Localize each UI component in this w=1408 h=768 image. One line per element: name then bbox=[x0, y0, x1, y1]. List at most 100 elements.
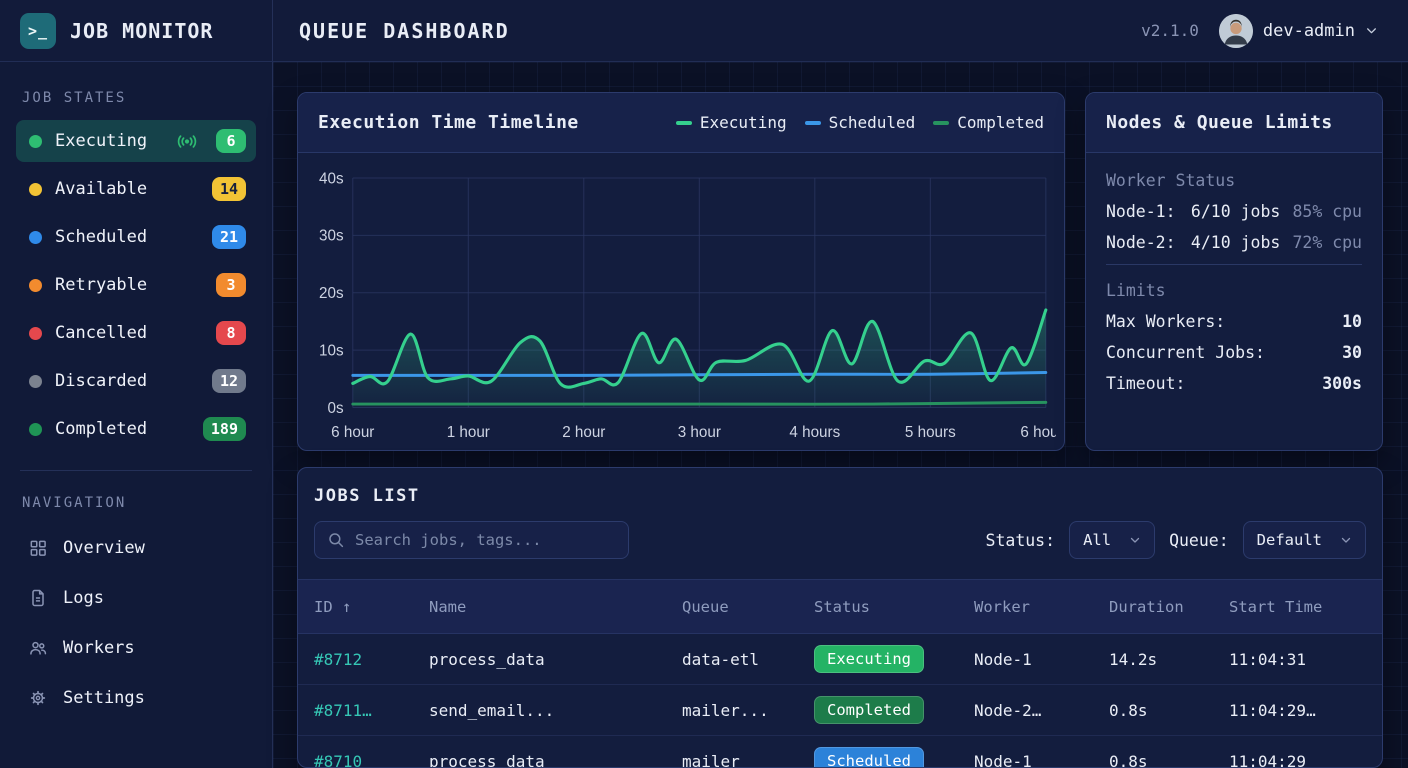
sidebar: JOB STATES Executing bbox=[0, 62, 273, 768]
limit-row: Timeout: 300s bbox=[1106, 374, 1362, 393]
status-badge: Scheduled bbox=[814, 747, 924, 767]
status-filter-value: All bbox=[1083, 531, 1112, 549]
limit-label: Concurrent Jobs: bbox=[1106, 343, 1265, 362]
sidebar-divider bbox=[20, 470, 252, 471]
column-header-name[interactable]: Name bbox=[429, 597, 467, 616]
sidebar-state-item[interactable]: Executing 6 bbox=[16, 120, 256, 162]
legend-dash-icon bbox=[675, 120, 692, 125]
navigation-header: NAVIGATION bbox=[22, 495, 127, 511]
job-id-link[interactable]: #8711… bbox=[314, 700, 372, 720]
sidebar-state-item[interactable]: Cancelled 8 bbox=[16, 312, 256, 354]
status-badge: Completed bbox=[814, 696, 924, 724]
top-bar: >_ JOB MONITOR QUEUE DASHBOARD v2.1.0 bbox=[0, 0, 1408, 62]
legend-label: Completed bbox=[957, 113, 1044, 132]
search-icon bbox=[329, 533, 344, 548]
sidebar-state-item[interactable]: Available 14 bbox=[16, 168, 256, 210]
table-row[interactable]: #8710 process_data mailer Scheduled Node… bbox=[298, 736, 1382, 768]
chevron-down-icon bbox=[1367, 28, 1376, 34]
job-start-time: 11:04:29… bbox=[1229, 700, 1316, 720]
jobs-table: ID ↑ Name Queue Status Worker Duration S… bbox=[298, 579, 1382, 767]
nodes-divider bbox=[1106, 264, 1362, 265]
job-name: send_email... bbox=[429, 700, 555, 720]
state-count-badge: 8 bbox=[216, 321, 246, 345]
svg-text:1 hour: 1 hour bbox=[447, 424, 490, 441]
state-label: Available bbox=[55, 179, 148, 199]
nav-item-settings[interactable]: Settings bbox=[16, 675, 256, 720]
sidebar-state-item[interactable]: Retryable 3 bbox=[16, 264, 256, 306]
state-label: Scheduled bbox=[55, 227, 148, 247]
queue-filter-select[interactable]: Default bbox=[1242, 521, 1366, 559]
job-id-link[interactable]: #8710 bbox=[314, 751, 363, 768]
state-count-badge: 14 bbox=[211, 177, 246, 201]
table-row[interactable]: #8711… send_email... mailer... Completed… bbox=[298, 685, 1382, 736]
state-count-badge: 189 bbox=[202, 417, 246, 441]
svg-text:10s: 10s bbox=[319, 342, 344, 359]
job-name: process_data bbox=[429, 649, 545, 669]
live-broadcast-icon bbox=[175, 134, 199, 149]
state-count-badge: 12 bbox=[211, 369, 246, 393]
search-input[interactable] bbox=[355, 531, 616, 549]
state-dot-icon bbox=[29, 326, 42, 340]
user-name: dev-admin bbox=[1262, 20, 1355, 41]
state-dot-icon bbox=[29, 374, 42, 388]
column-header-id[interactable]: ID ↑ bbox=[314, 597, 352, 616]
svg-text:4 hours: 4 hours bbox=[789, 424, 840, 441]
status-filter-select[interactable]: All bbox=[1069, 521, 1156, 559]
nav-item-overview[interactable]: Overview bbox=[16, 525, 256, 570]
jobs-search[interactable] bbox=[314, 521, 629, 559]
user-menu[interactable]: dev-admin bbox=[1218, 13, 1378, 48]
column-header-status[interactable]: Status bbox=[814, 597, 870, 616]
nav-item-workers[interactable]: Workers bbox=[16, 625, 256, 670]
state-count-badge: 6 bbox=[216, 129, 246, 153]
page-title: QUEUE DASHBOARD bbox=[299, 18, 510, 43]
sidebar-state-item[interactable]: Scheduled 21 bbox=[16, 216, 256, 258]
state-label: Cancelled bbox=[55, 323, 148, 343]
column-header-duration[interactable]: Duration bbox=[1109, 597, 1184, 616]
limit-row: Concurrent Jobs: 30 bbox=[1106, 343, 1362, 362]
job-queue: mailer... bbox=[682, 700, 769, 720]
limit-value: 10 bbox=[1342, 312, 1362, 331]
node-row: Node-2: 4/10 jobs 72% cpu bbox=[1106, 233, 1362, 252]
nav-label: Workers bbox=[63, 637, 135, 658]
state-dot-icon bbox=[29, 422, 42, 436]
legend-dash-icon bbox=[933, 120, 950, 125]
node-name: Node-2: bbox=[1106, 233, 1176, 252]
node-cpu: 85% cpu bbox=[1292, 202, 1362, 221]
column-header-worker[interactable]: Worker bbox=[974, 597, 1030, 616]
column-header-queue[interactable]: Queue bbox=[682, 597, 729, 616]
sidebar-state-item[interactable]: Completed 189 bbox=[16, 408, 256, 450]
svg-text:5 hours: 5 hours bbox=[905, 424, 956, 441]
svg-text:6 hour: 6 hour bbox=[331, 424, 374, 441]
worker-status-label: Worker Status bbox=[1106, 171, 1236, 190]
limit-value: 30 bbox=[1342, 343, 1362, 362]
legend-label: Scheduled bbox=[828, 113, 916, 132]
job-duration: 0.8s bbox=[1109, 751, 1148, 768]
svg-text:40s: 40s bbox=[319, 170, 344, 187]
column-header-start-time[interactable]: Start Time bbox=[1229, 597, 1323, 616]
grid-icon bbox=[30, 540, 46, 556]
job-id-link[interactable]: #8712 bbox=[314, 649, 363, 669]
users-icon bbox=[30, 641, 47, 655]
table-row[interactable]: #8712 process_data data-etl Executing No… bbox=[298, 634, 1382, 685]
queue-filter-value: Default bbox=[1256, 531, 1322, 549]
jobs-table-body: #8712 process_data data-etl Executing No… bbox=[298, 634, 1382, 768]
job-queue: mailer bbox=[682, 751, 740, 768]
node-row: Node-1: 6/10 jobs 85% cpu bbox=[1106, 202, 1362, 221]
job-duration: 0.8s bbox=[1109, 700, 1148, 720]
state-label: Discarded bbox=[55, 371, 148, 391]
timeline-card: Execution Time Timeline Executing Schedu… bbox=[297, 92, 1065, 451]
timeline-chart: 0s 10s 20s 30s 40s 6 hour 1 hour 2 hour 3 hour 4 … bbox=[298, 153, 1064, 450]
sidebar-state-item[interactable]: Discarded 12 bbox=[16, 360, 256, 402]
job-worker: Node-2… bbox=[974, 700, 1042, 720]
gear-icon bbox=[30, 690, 46, 705]
svg-text:3 hour: 3 hour bbox=[678, 424, 721, 441]
terminal-logo-icon: >_ bbox=[20, 12, 56, 49]
job-duration: 14.2s bbox=[1109, 649, 1158, 669]
limits-list: Max Workers: 10 Concurrent Jobs: 30 Time… bbox=[1106, 312, 1362, 393]
jobs-card: JOBS LIST Status: All bbox=[297, 467, 1383, 768]
job-name: process_data bbox=[429, 751, 545, 768]
nav-item-logs[interactable]: Logs bbox=[16, 575, 256, 620]
limit-row: Max Workers: 10 bbox=[1106, 312, 1362, 331]
node-name: Node-1: bbox=[1106, 202, 1176, 221]
svg-text:20s: 20s bbox=[319, 285, 344, 302]
